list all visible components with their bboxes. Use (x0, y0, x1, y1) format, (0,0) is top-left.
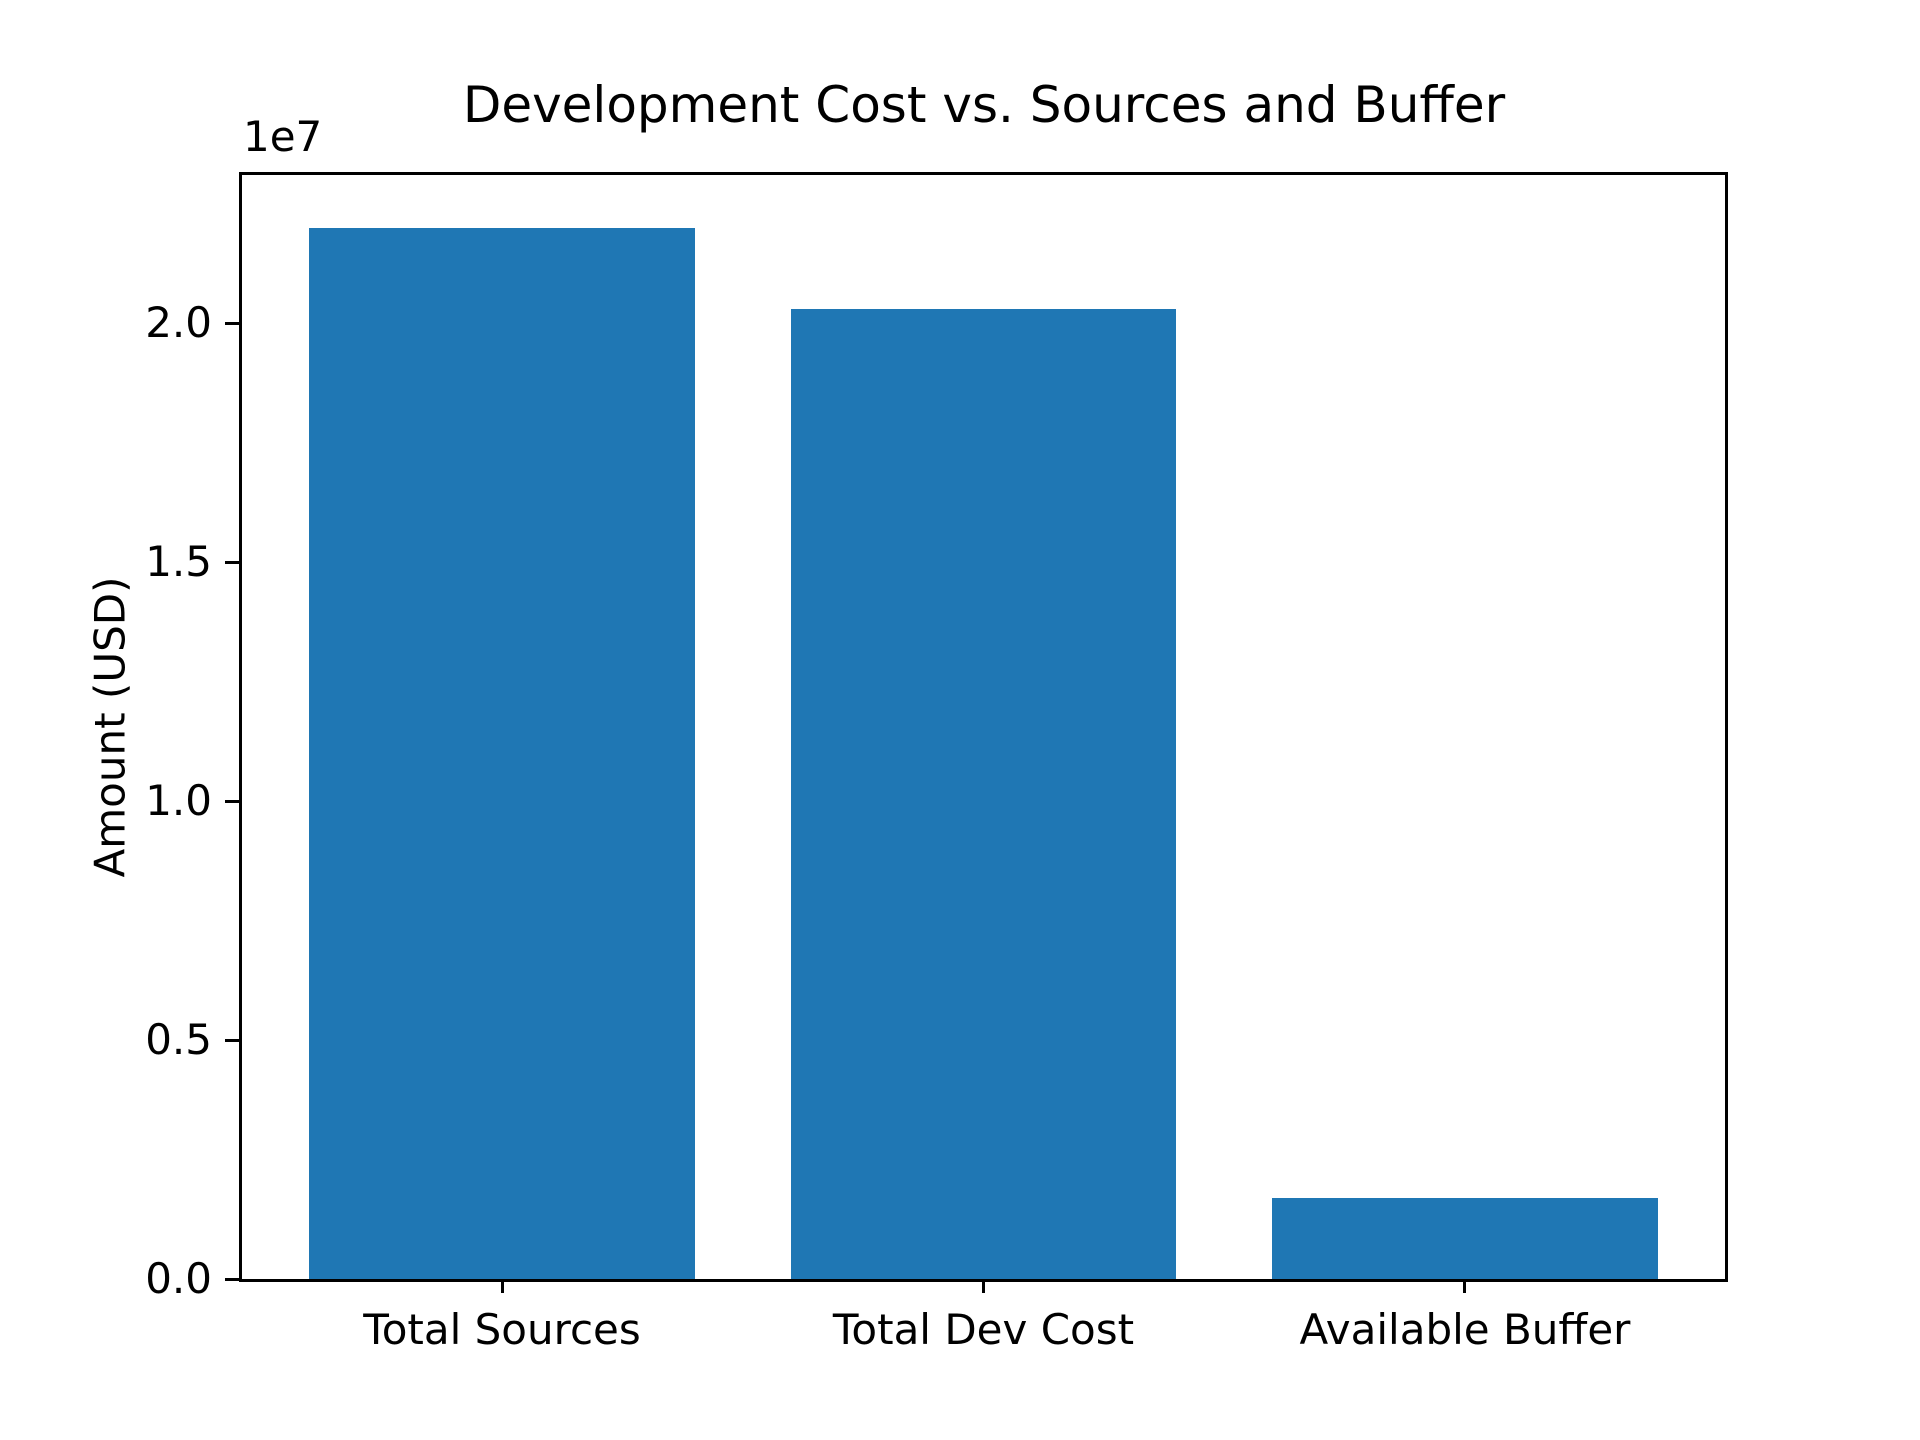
y-tick-label: 0.0 (145, 1254, 212, 1303)
y-tick-label: 0.5 (145, 1015, 212, 1065)
y-tick-mark (225, 560, 239, 564)
y-tick-mark (225, 799, 239, 803)
y-axis-label: Amount (USD) (85, 576, 135, 878)
bar-total-dev-cost (790, 308, 1177, 1279)
bar-total-sources (309, 227, 695, 1279)
y-axis-offset-label: 1e7 (243, 112, 323, 161)
x-tick-label: Total Sources (363, 1305, 641, 1354)
plot-area (239, 172, 1728, 1282)
x-tick-label: Available Buffer (1299, 1305, 1631, 1354)
y-tick-label: 2.0 (145, 298, 212, 348)
y-tick-mark (225, 321, 239, 325)
y-tick-mark (225, 1277, 239, 1281)
bar-available-buffer (1272, 1197, 1658, 1279)
y-tick-label: 1.0 (145, 776, 212, 826)
y-tick-label: 1.5 (145, 537, 212, 587)
chart-title: Development Cost vs. Sources and Buffer (462, 76, 1506, 134)
y-tick-mark (225, 1038, 239, 1042)
x-tick-label: Total Dev Cost (832, 1305, 1135, 1354)
